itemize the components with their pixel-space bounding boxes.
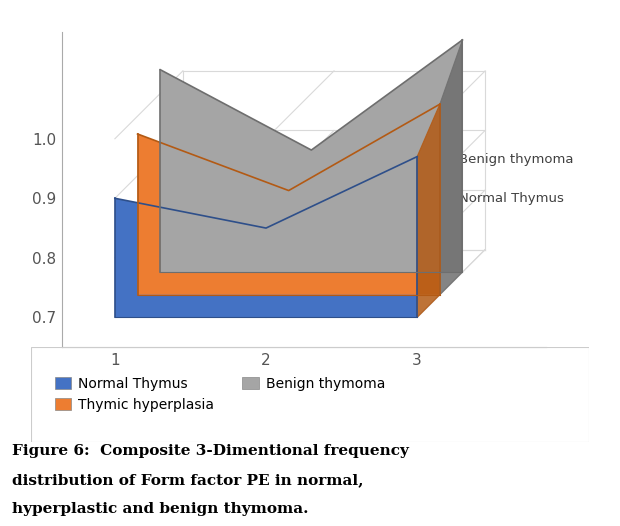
Text: distribution of Form factor PE in normal,: distribution of Form factor PE in normal… bbox=[12, 473, 364, 487]
Polygon shape bbox=[160, 40, 463, 272]
Polygon shape bbox=[417, 104, 440, 317]
Polygon shape bbox=[138, 104, 440, 295]
Text: Figure 6:  Composite 3-Dimentional frequency: Figure 6: Composite 3-Dimentional freque… bbox=[12, 444, 409, 459]
Polygon shape bbox=[115, 157, 417, 317]
Polygon shape bbox=[440, 40, 463, 295]
Text: hyperplastic and benign thymoma.: hyperplastic and benign thymoma. bbox=[12, 502, 309, 515]
Legend: Normal Thymus, Thymic hyperplasia, Benign thymoma: Normal Thymus, Thymic hyperplasia, Benig… bbox=[49, 371, 391, 418]
Text: Benign thymoma: Benign thymoma bbox=[459, 153, 574, 166]
Text: Normal Thymus: Normal Thymus bbox=[459, 192, 564, 205]
